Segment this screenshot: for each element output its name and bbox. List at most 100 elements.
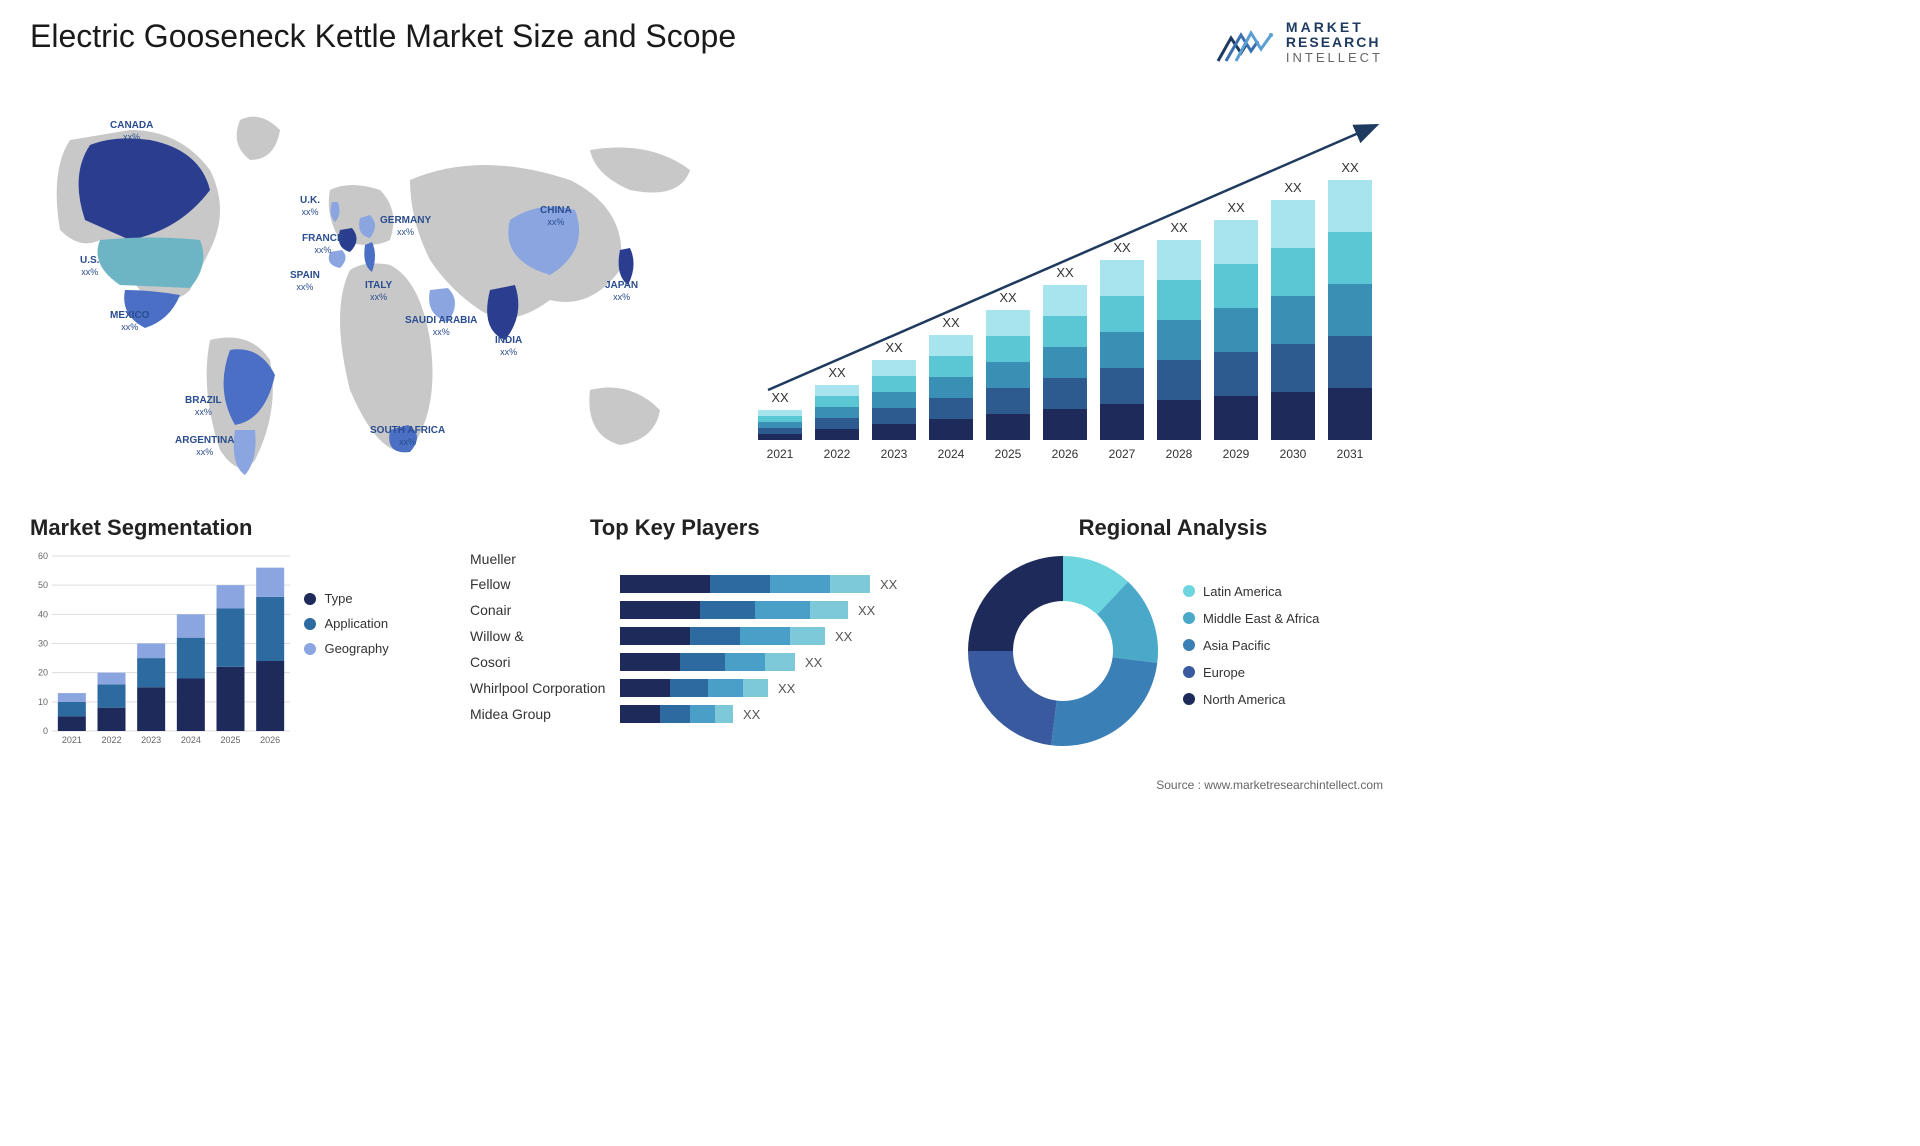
player-value: XX [858,603,875,618]
player-bar-seg [790,627,825,645]
seg-bar-seg [98,673,126,685]
seg-xtick: 2022 [101,735,121,745]
legend-dot [304,618,316,630]
main-bar-seg [872,392,916,408]
main-bar-label: XX [771,390,789,405]
player-name: Cosori [470,654,620,670]
main-bar-year: 2026 [1052,447,1079,461]
main-bar-seg [1214,308,1258,352]
main-bar-seg [1328,180,1372,232]
segmentation-section: Market Segmentation 0102030405060 202120… [30,515,470,751]
legend-label: North America [1203,692,1285,707]
map-label-india: INDIAxx% [495,335,522,358]
player-bar-seg [690,705,715,723]
seg-xtick: 2024 [181,735,201,745]
seg-legend-item: Application [304,616,388,631]
main-bar-seg [1100,404,1144,440]
player-value: XX [743,707,760,722]
seg-bar-seg [217,585,245,608]
main-bar-seg [986,362,1030,388]
main-bar-year: 2029 [1223,447,1250,461]
main-bar-seg [929,398,973,419]
player-bar [620,679,768,697]
legend-dot [1183,639,1195,651]
map-country-argentina [234,430,256,475]
player-value: XX [880,577,897,592]
page-title: Electric Gooseneck Kettle Market Size an… [30,18,736,55]
player-name: Fellow [470,576,620,592]
legend-label: Latin America [1203,584,1282,599]
legend-label: Europe [1203,665,1245,680]
seg-bar-seg [177,614,205,637]
main-bar-seg [929,335,973,356]
seg-legend-item: Geography [304,641,388,656]
main-bar-seg [758,410,802,416]
main-bar-label: XX [1113,240,1131,255]
main-bar-seg [1214,220,1258,264]
seg-ytick: 10 [38,697,48,707]
main-bar-seg [1043,285,1087,316]
map-label-south-africa: SOUTH AFRICAxx% [370,425,445,448]
seg-bar-seg [177,638,205,679]
main-bar-label: XX [885,340,903,355]
main-bar-label: XX [942,315,960,330]
player-bar-seg [620,627,690,645]
player-row: Midea GroupXX [470,705,960,723]
main-bar-seg [929,419,973,440]
main-bar-seg [1157,280,1201,320]
main-bar-seg [815,407,859,418]
main-bar-seg [1271,248,1315,296]
main-bar-label: XX [1341,160,1359,175]
player-row: CosoriXX [470,653,960,671]
main-bar-seg [986,336,1030,362]
player-bar-seg [715,705,733,723]
seg-bar-seg [217,667,245,731]
player-bar-seg [743,679,768,697]
main-bar-label: XX [828,365,846,380]
key-players-section: Top Key Players MuellerFellowXXConairXXW… [470,515,960,731]
player-row: Mueller [470,551,960,567]
seg-legend-item: Type [304,591,388,606]
logo-icon [1216,23,1276,63]
regional-legend-item: Asia Pacific [1183,638,1319,653]
player-name: Whirlpool Corporation [470,680,620,696]
regional-title: Regional Analysis [963,515,1383,541]
seg-xtick: 2026 [260,735,280,745]
legend-label: Asia Pacific [1203,638,1270,653]
seg-bar-seg [137,644,165,659]
map-label-spain: SPAINxx% [290,270,320,293]
main-bar-label: XX [1056,265,1074,280]
main-bar-seg [872,424,916,440]
regional-donut [963,551,1163,751]
main-bar-seg [1328,336,1372,388]
key-players-title: Top Key Players [590,515,960,541]
main-bar-seg [872,360,916,376]
main-bar-seg [1214,396,1258,440]
player-row: Willow &XX [470,627,960,645]
main-bar-seg [1214,264,1258,308]
main-bar-seg [1100,368,1144,404]
map-label-japan: JAPANxx% [605,280,638,303]
main-bar-seg [929,377,973,398]
map-label-mexico: MEXICOxx% [110,310,149,333]
legend-dot [304,593,316,605]
main-bar-seg [1100,260,1144,296]
main-bar-label: XX [1170,220,1188,235]
main-bar-seg [1157,240,1201,280]
seg-bar-seg [256,661,284,731]
main-bar-seg [1043,378,1087,409]
seg-xtick: 2021 [62,735,82,745]
main-bar-seg [1043,316,1087,347]
player-bar-seg [680,653,725,671]
main-bar-seg [1043,347,1087,378]
player-bar-seg [620,653,680,671]
main-bar-seg [1271,200,1315,248]
player-bar-seg [620,705,660,723]
segmentation-title: Market Segmentation [30,515,470,541]
player-value: XX [835,629,852,644]
seg-bar-seg [256,568,284,597]
player-bar [620,705,733,723]
main-bar-year: 2022 [824,447,851,461]
regional-legend-item: Europe [1183,665,1319,680]
regional-legend-item: Latin America [1183,584,1319,599]
